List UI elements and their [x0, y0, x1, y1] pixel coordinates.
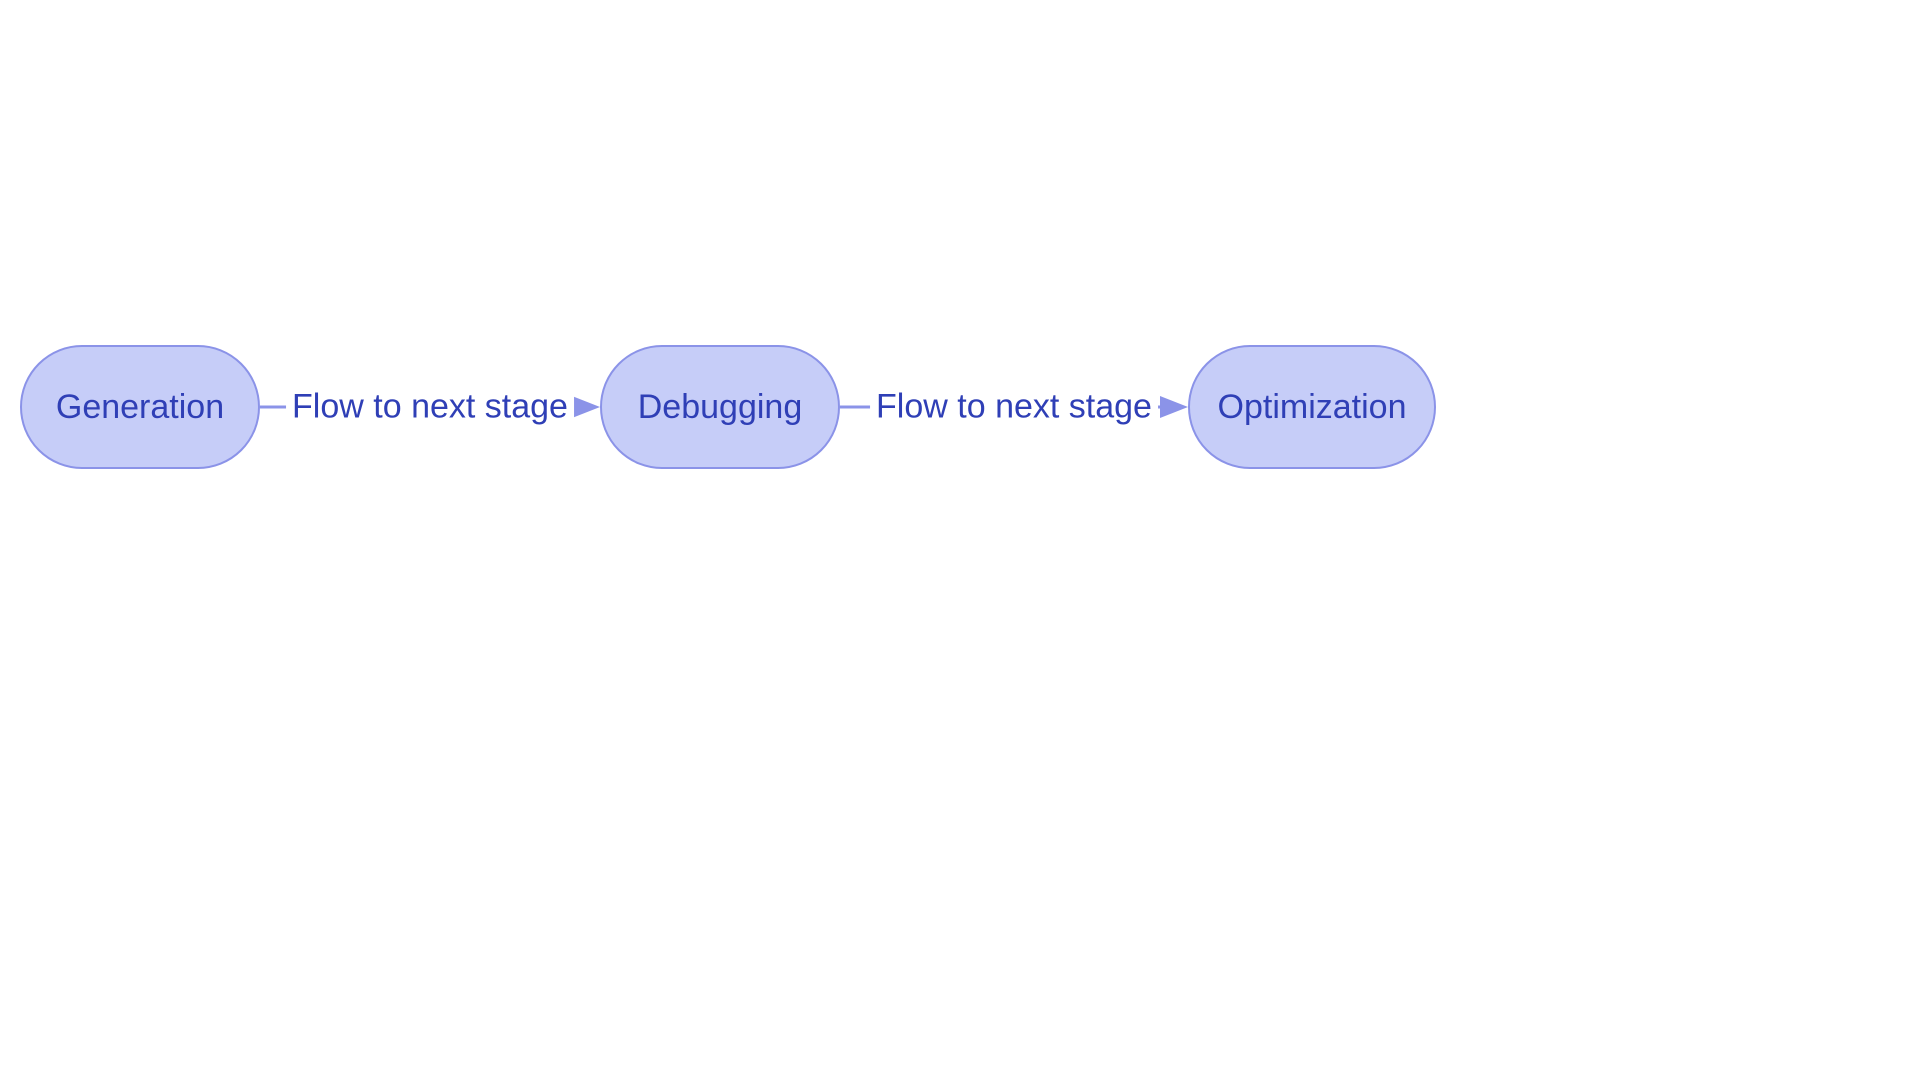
edge-label-text: Flow to next stage [292, 388, 568, 427]
node-generation: Generation [20, 345, 260, 469]
node-debugging: Debugging [600, 345, 840, 469]
node-label: Generation [56, 388, 224, 427]
node-optimization: Optimization [1188, 345, 1436, 469]
flowchart-canvas: Generation Debugging Optimization Flow t… [0, 0, 1920, 1083]
node-label: Optimization [1218, 388, 1407, 427]
edges-layer [0, 0, 1920, 1083]
edge-label-text: Flow to next stage [876, 388, 1152, 427]
edge-label-1: Flow to next stage [870, 388, 1158, 427]
node-label: Debugging [638, 388, 802, 427]
edge-label-0: Flow to next stage [286, 388, 574, 427]
